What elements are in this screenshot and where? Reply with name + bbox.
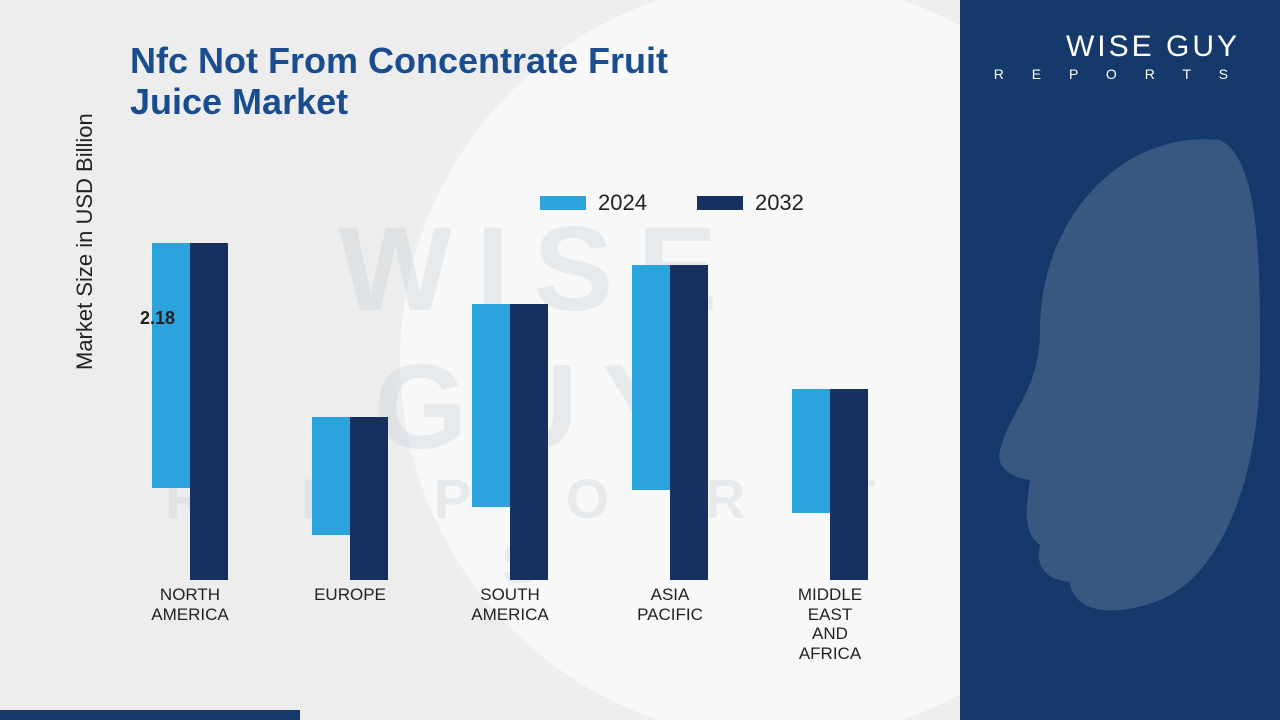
logo-line2: R E P O R T S [994, 66, 1240, 82]
right-sidebar [960, 0, 1280, 720]
category-label: SOUTHAMERICA [440, 585, 580, 624]
bar [830, 389, 868, 580]
logo-line1: WISE GUY [994, 30, 1240, 64]
bar [350, 417, 388, 580]
bar-group [130, 243, 250, 581]
brand-logo: WISE GUY R E P O R T S [994, 30, 1240, 82]
bar-group [290, 417, 410, 580]
bar [190, 243, 228, 581]
plot-area: 2.18 [110, 190, 920, 580]
bar [152, 243, 190, 488]
chart-canvas: WISE GUY R E P O R T S WISE GUY R E P O … [0, 0, 1280, 720]
bar-group [770, 389, 890, 580]
bar [510, 304, 548, 580]
y-axis-label: Market Size in USD Billion [72, 113, 98, 370]
chart-title: Nfc Not From Concentrate Fruit Juice Mar… [130, 40, 750, 123]
category-label: EUROPE [280, 585, 420, 605]
value-label: 2.18 [140, 308, 175, 329]
bar [792, 389, 830, 513]
bar-chart: 2.18 [110, 190, 920, 580]
bar [632, 265, 670, 490]
bar [312, 417, 350, 535]
bar-group [610, 265, 730, 580]
bar [472, 304, 510, 507]
bar-group [450, 304, 570, 580]
category-label: MIDDLEEASTANDAFRICA [760, 585, 900, 663]
category-label: NORTHAMERICA [120, 585, 260, 624]
bar [670, 265, 708, 580]
category-label: ASIAPACIFIC [600, 585, 740, 624]
footer-accent-bar [0, 710, 300, 720]
